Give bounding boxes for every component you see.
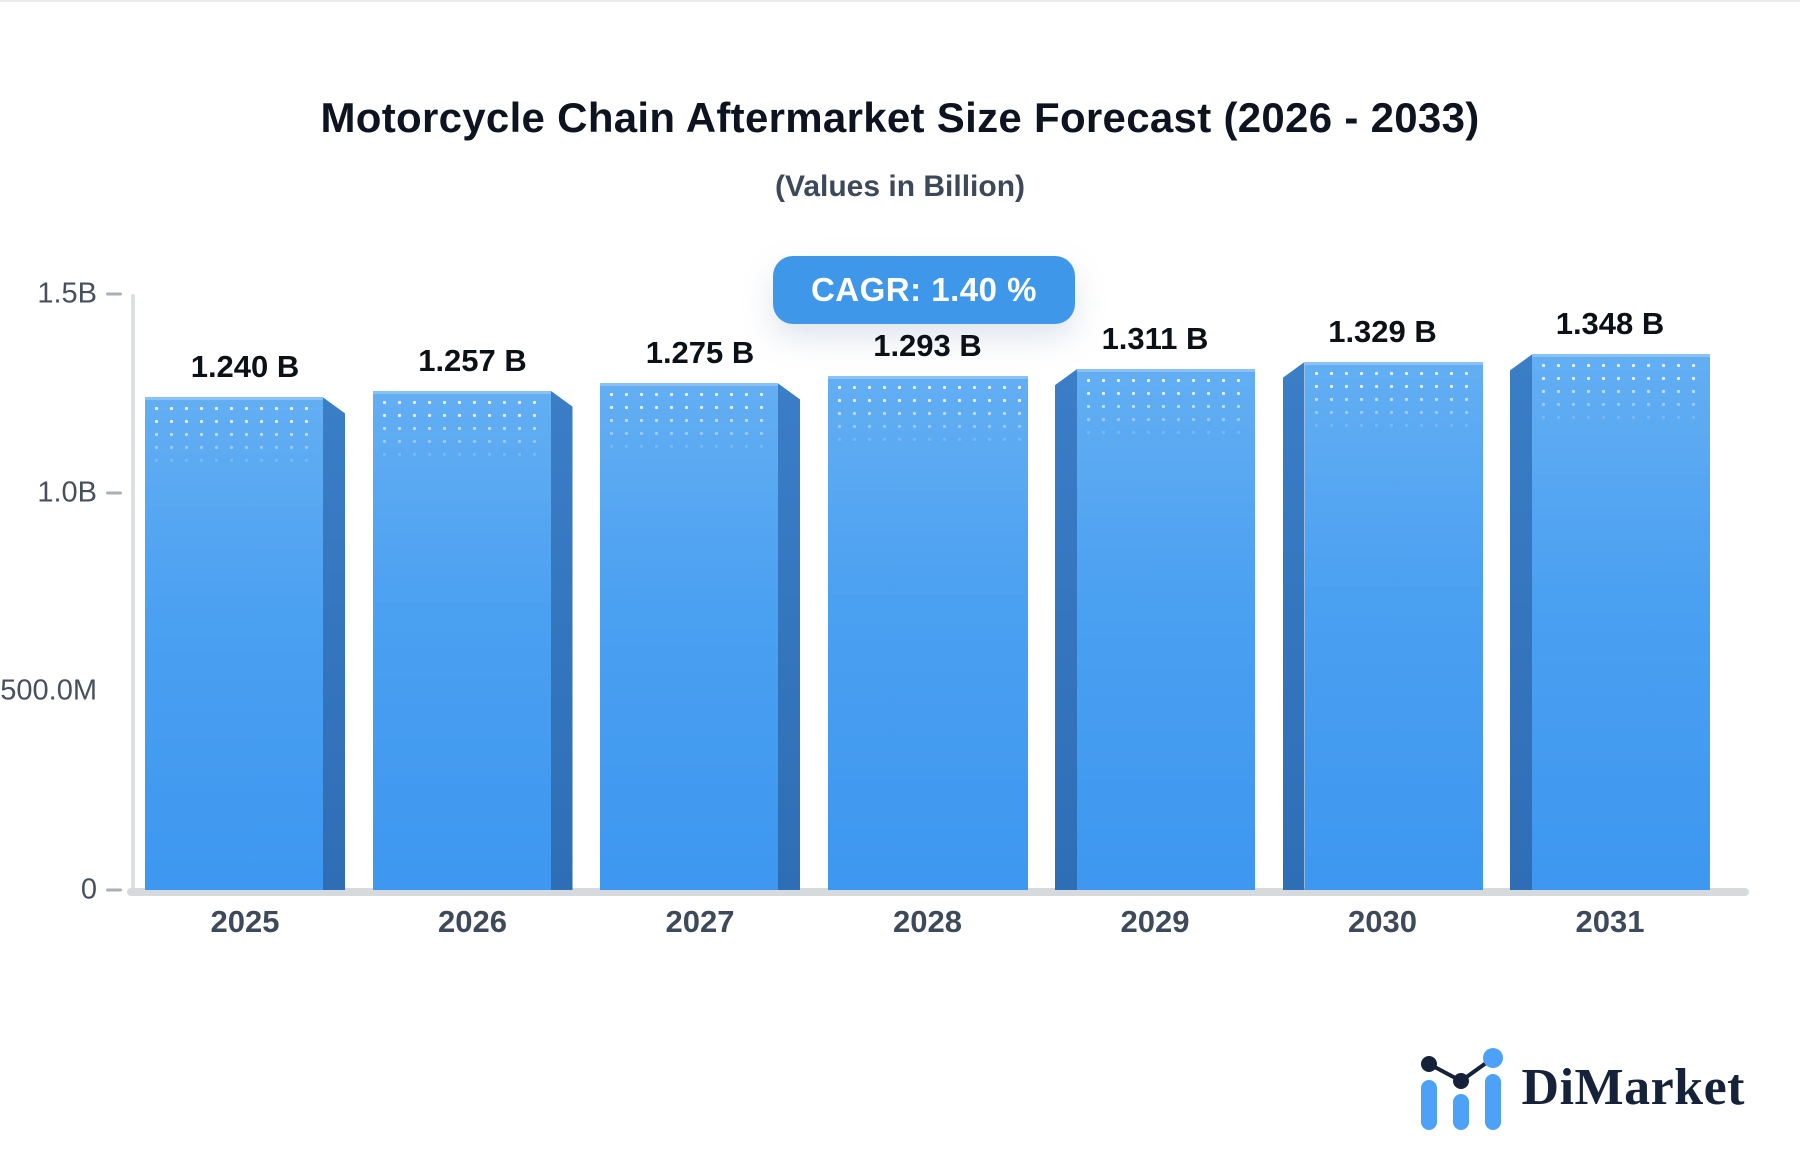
bar-dots-texture	[1308, 366, 1479, 435]
bar-value-label: 1.275 B	[645, 335, 755, 371]
chart-title: Motorcycle Chain Aftermarket Size Foreca…	[320, 94, 1480, 141]
y-tick-500.0M: 500.0M	[0, 675, 122, 708]
x-tick-label-2026: 2026	[438, 904, 507, 939]
y-tick-1.5B: 1.5B	[0, 278, 122, 311]
y-tick-label: 0	[80, 873, 97, 906]
dimarket-logo-text: DiMarket	[1521, 1059, 1745, 1116]
dimarket-logo-icon	[1420, 1048, 1503, 1130]
bar-side-face	[323, 397, 345, 890]
cagr-badge: CAGR: 1.40 %	[772, 256, 1076, 324]
x-tick-label-2030: 2030	[1348, 904, 1417, 939]
x-axis-line	[127, 888, 1749, 896]
bar-2026[interactable]: 1.257 B	[372, 343, 573, 890]
bar-value-label: 1.348 B	[1555, 306, 1665, 342]
y-tick-label: 1.0B	[37, 476, 97, 509]
bar-dots-texture	[1536, 359, 1706, 428]
x-tick-label-2027: 2027	[665, 904, 735, 939]
y-tick-1.0B: 1.0B	[0, 476, 122, 509]
bar-2029[interactable]: 1.311 B	[1055, 321, 1255, 890]
y-tick-dash	[106, 491, 122, 495]
bar-dots-texture	[1081, 374, 1251, 443]
y-axis-line	[131, 294, 135, 890]
bar-dots-texture	[376, 395, 547, 464]
bar-face	[1304, 361, 1483, 890]
bar-dots-texture	[149, 402, 319, 471]
x-tick-label-2028: 2028	[893, 904, 962, 939]
bar-side-face	[1282, 361, 1305, 890]
y-tick-0: 0	[0, 874, 122, 907]
cagr-badge-wrap: CAGR: 1.40 %	[0, 256, 1800, 324]
bar-value-label: 1.240 B	[190, 349, 300, 385]
bar-2031[interactable]: 1.348 B	[1510, 306, 1710, 890]
bar-2028[interactable]: 1.293 B	[827, 328, 1028, 890]
bar-side-face	[778, 383, 800, 890]
bar-face	[1532, 354, 1710, 890]
bar-face	[145, 397, 323, 890]
bar-side-face	[1510, 354, 1532, 890]
bar-dots-texture	[831, 381, 1024, 450]
x-tick-label-2025: 2025	[210, 904, 280, 939]
x-tick-label-2029: 2029	[1120, 904, 1190, 939]
dimarket-logo: DiMarket	[1416, 1046, 1745, 1130]
bar-2025[interactable]: 1.240 B	[145, 349, 345, 890]
bar-face	[827, 376, 1028, 890]
y-tick-dash	[106, 292, 122, 296]
bar-value-label: 1.257 B	[418, 342, 527, 378]
y-tick-label: 500.0M	[0, 674, 97, 707]
bar-side-face	[550, 390, 573, 890]
y-tick-dash	[106, 888, 122, 892]
bar-side-face	[1055, 369, 1077, 890]
y-tick-label: 1.5B	[37, 277, 97, 310]
bar-dots-texture	[604, 388, 774, 457]
chart-subtitle: (Values in Billion)	[774, 170, 1026, 203]
bar-2030[interactable]: 1.329 B	[1282, 314, 1483, 890]
bar-value-label: 1.293 B	[873, 328, 982, 364]
bar-face	[372, 390, 551, 890]
bar-value-label: 1.329 B	[1328, 313, 1437, 349]
bar-value-label: 1.311 B	[1101, 321, 1209, 357]
x-tick-label-2031: 2031	[1575, 904, 1645, 939]
bar-2027[interactable]: 1.275 B	[600, 335, 800, 890]
bar-face	[1077, 369, 1255, 890]
bar-face	[600, 383, 778, 890]
